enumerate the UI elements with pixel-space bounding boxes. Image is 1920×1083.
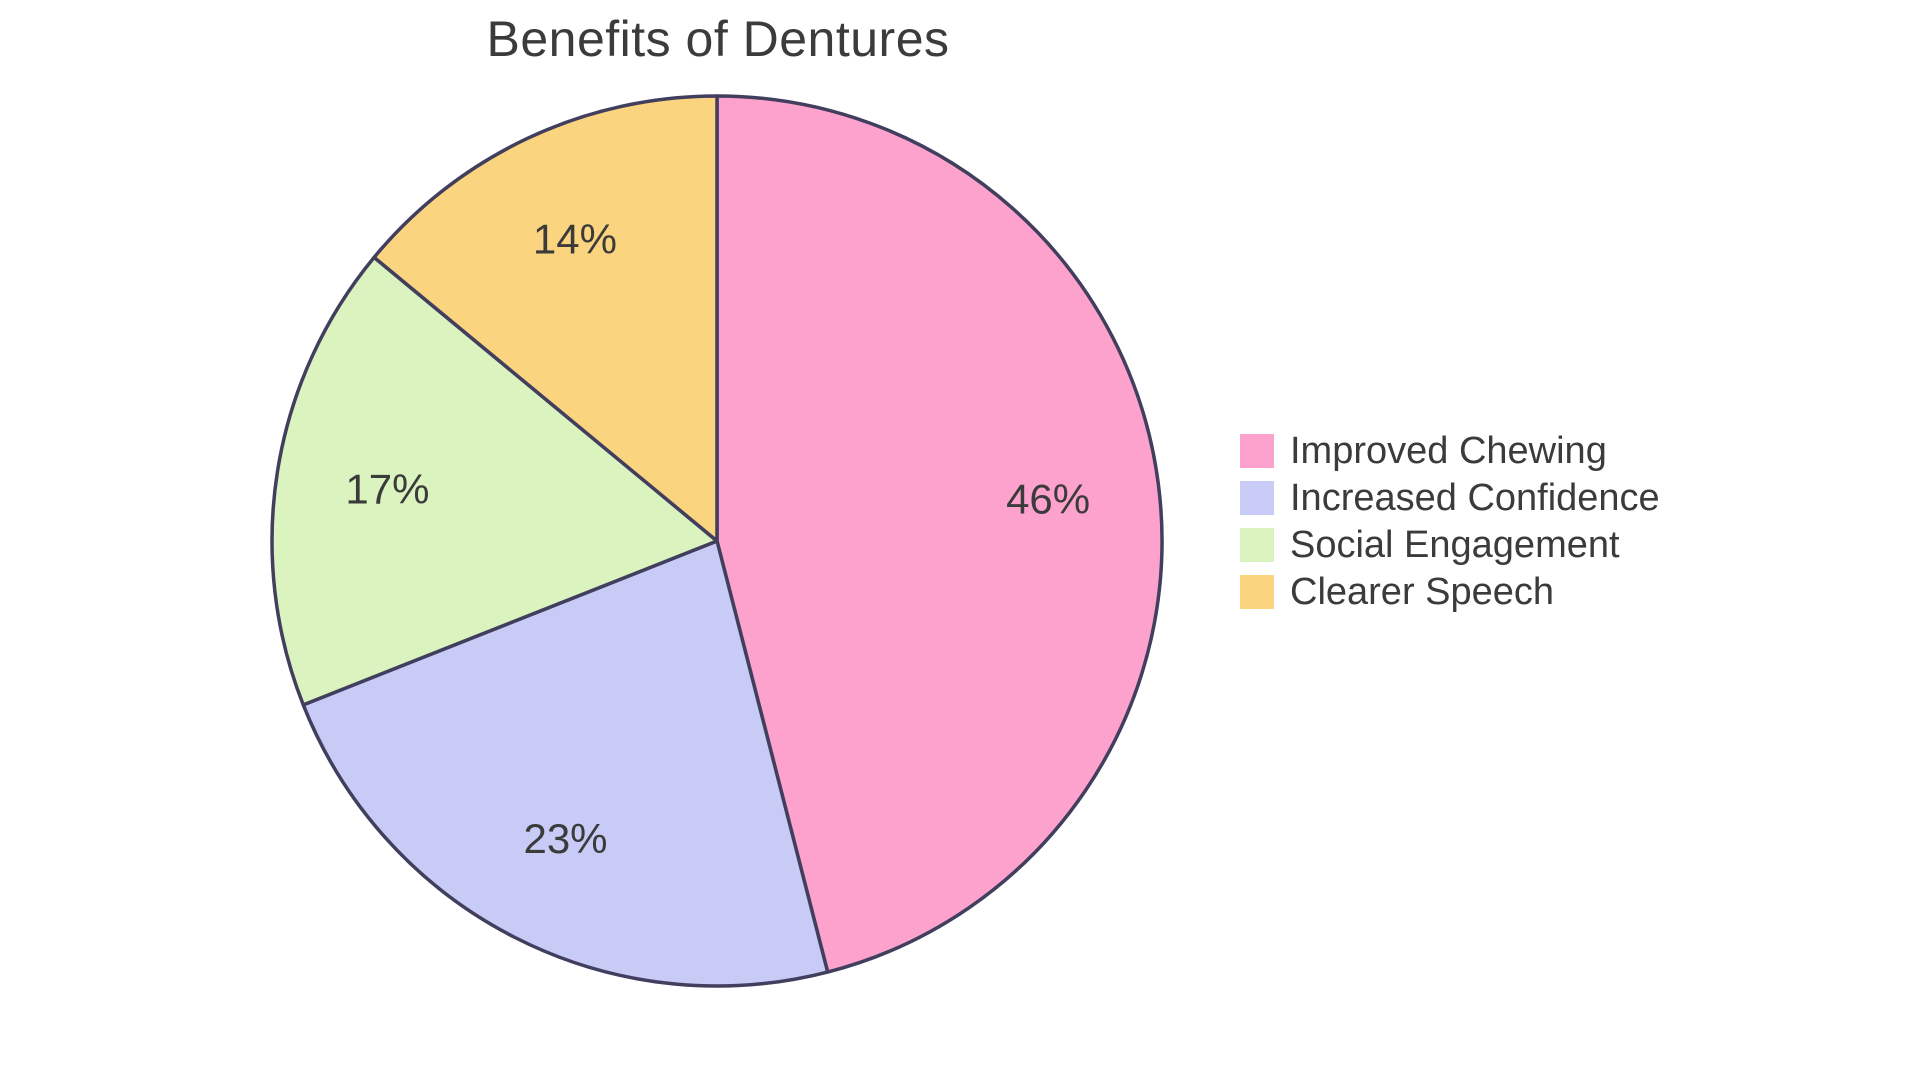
- legend-item-clearer-speech: Clearer Speech: [1240, 571, 1660, 613]
- pie-percent-label-social-engagement: 17%: [345, 465, 429, 512]
- legend-label: Improved Chewing: [1290, 429, 1607, 472]
- pie-slice-increased-confidence: [301, 539, 830, 988]
- pie-percent-label-increased-confidence: 23%: [523, 815, 607, 862]
- pie-percent-label-improved-chewing: 46%: [1006, 476, 1090, 523]
- legend-swatch-clearer-speech: [1240, 575, 1274, 609]
- pie-slice-social-engagement: [270, 255, 719, 707]
- legend-swatch-social-engagement: [1240, 528, 1274, 562]
- legend-item-improved-chewing: Improved Chewing: [1240, 430, 1660, 472]
- chart-title: Benefits of Dentures: [486, 11, 950, 67]
- legend-label: Social Engagement: [1290, 523, 1620, 566]
- legend: Improved Chewing Increased Confidence Soci…: [1240, 430, 1660, 613]
- legend-item-social-engagement: Social Engagement: [1240, 524, 1660, 566]
- pie-percent-label-clearer-speech: 14%: [533, 216, 617, 263]
- pie-slice-clearer-speech: [372, 94, 719, 543]
- legend-label: Clearer Speech: [1290, 570, 1555, 613]
- legend-swatch-increased-confidence: [1240, 481, 1274, 515]
- legend-label: Increased Confidence: [1290, 476, 1660, 519]
- legend-item-increased-confidence: Increased Confidence: [1240, 477, 1660, 519]
- pie-slice-improved-chewing: [715, 94, 1164, 974]
- legend-swatch-improved-chewing: [1240, 434, 1274, 468]
